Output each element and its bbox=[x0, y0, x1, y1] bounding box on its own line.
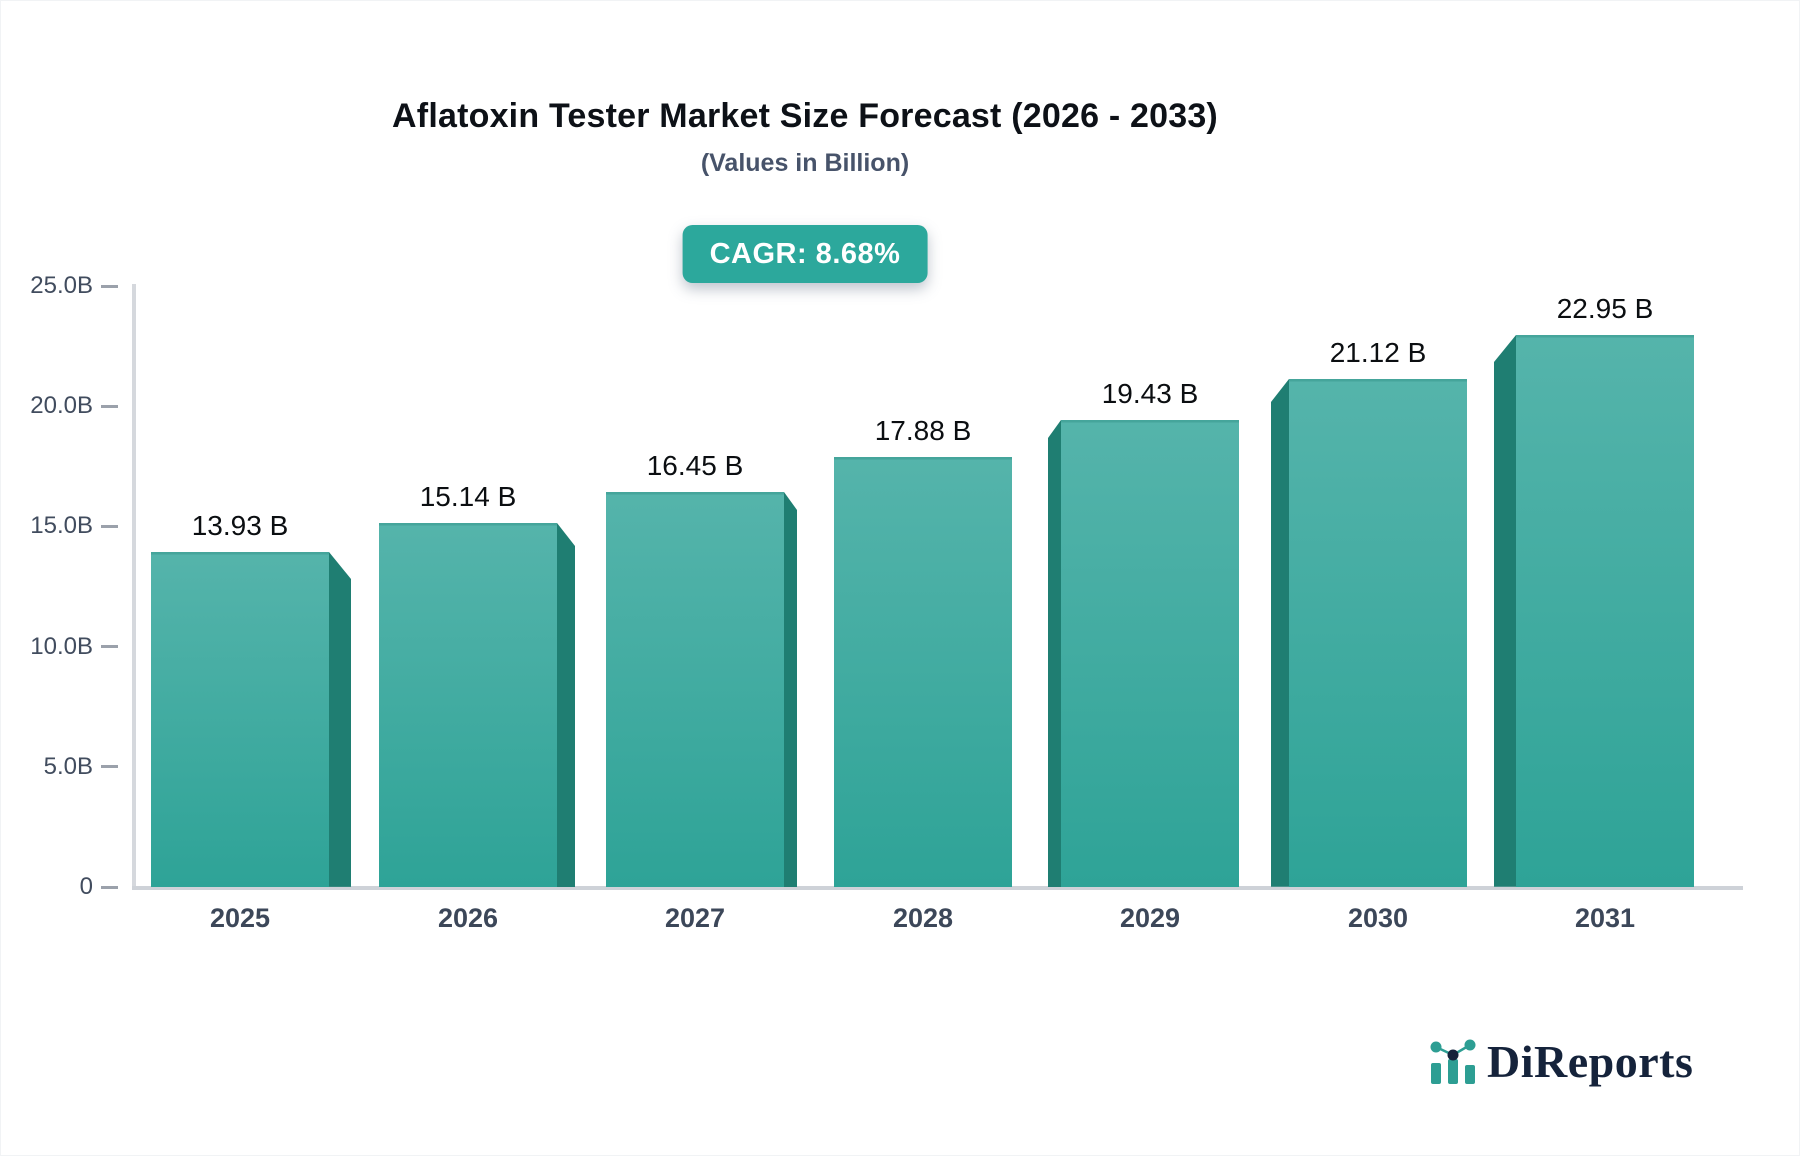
bar-2030 bbox=[1271, 379, 1467, 888]
y-tick-label: 20.0B bbox=[30, 392, 93, 420]
brand-logo: DiReports bbox=[1425, 1035, 1693, 1088]
bar-2026 bbox=[379, 523, 575, 887]
y-tick-mark bbox=[101, 524, 118, 528]
x-axis-label: 2025 bbox=[209, 903, 271, 933]
bar-value-label: 22.95 B bbox=[1556, 293, 1654, 325]
x-axis-label: 2029 bbox=[1119, 903, 1181, 933]
logo-text: DiReports bbox=[1487, 1036, 1694, 1087]
logo-chart-icon bbox=[1430, 1039, 1476, 1084]
cagr-badge: CAGR: 8.68% bbox=[682, 225, 928, 283]
y-tick-label: 0 bbox=[79, 873, 93, 900]
bar-2028 bbox=[834, 457, 1012, 888]
bar-value-label: 13.93 B bbox=[191, 510, 289, 542]
y-tick-mark bbox=[101, 645, 118, 649]
bar-2027 bbox=[606, 491, 797, 888]
y-tick-label: 10.0B bbox=[30, 632, 93, 660]
y-tick-mark bbox=[101, 885, 118, 889]
bar-2029 bbox=[1048, 419, 1239, 887]
x-axis-line bbox=[132, 886, 1743, 890]
chart-title: Aflatoxin Tester Market Size Forecast (2… bbox=[392, 97, 1218, 135]
y-axis-line bbox=[132, 284, 136, 890]
y-tick-label: 25.0B bbox=[30, 272, 93, 299]
x-axis-label: 2031 bbox=[1574, 903, 1636, 933]
y-tick-mark bbox=[101, 404, 118, 408]
x-axis-label: 2027 bbox=[664, 903, 726, 933]
chart-subtitle: (Values in Billion) bbox=[700, 149, 910, 177]
x-axis-label: 2026 bbox=[437, 903, 499, 933]
y-tick-mark bbox=[101, 765, 118, 769]
y-tick-label: 5.0B bbox=[43, 752, 93, 780]
bar-value-label: 19.43 B bbox=[1101, 377, 1199, 409]
x-axis-label: 2030 bbox=[1347, 903, 1409, 933]
bar-2025 bbox=[151, 552, 351, 888]
bar-value-label: 17.88 B bbox=[874, 415, 972, 447]
bar-value-label: 16.45 B bbox=[646, 449, 744, 481]
y-tick-mark bbox=[101, 284, 118, 288]
bar-value-label: 21.12 B bbox=[1329, 337, 1427, 369]
y-tick-label: 15.0B bbox=[30, 512, 93, 540]
bar-value-label: 15.14 B bbox=[419, 481, 517, 512]
x-axis-label: 2028 bbox=[892, 903, 954, 933]
bar-2031 bbox=[1494, 335, 1694, 888]
